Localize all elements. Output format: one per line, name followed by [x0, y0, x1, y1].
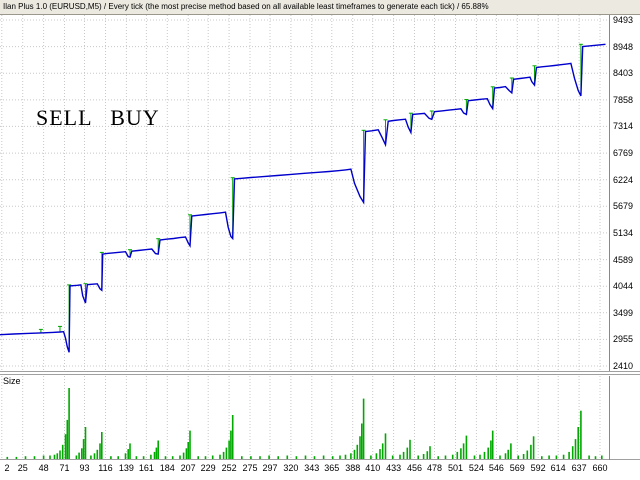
x-axis-label: 25 [17, 463, 28, 473]
x-axis-label: 275 [242, 463, 258, 473]
x-axis-label: 501 [447, 463, 463, 473]
x-axis-label: 161 [138, 463, 154, 473]
y-axis: 9493 8948 8403 7858 7314 6769 6224 5679 5134 4589… [613, 15, 640, 371]
x-axis-label: 48 [38, 463, 49, 473]
y-axis-label: 2955 [613, 334, 634, 345]
y-axis-label: 9493 [613, 15, 634, 25]
x-axis-label: 410 [365, 463, 381, 473]
x-axis-label: 433 [386, 463, 402, 473]
x-axis-label: 456 [407, 463, 423, 473]
x-axis-label: 116 [98, 463, 113, 473]
x-axis-label: 184 [159, 463, 175, 473]
size-histogram-canvas [1, 376, 610, 460]
size-bars [6, 388, 603, 459]
x-axis-label: 71 [59, 463, 70, 473]
x-axis-label: 207 [180, 463, 196, 473]
x-axis-label: 229 [200, 463, 216, 473]
y-axis-label: 8403 [613, 68, 634, 79]
balance-chart-canvas [0, 15, 610, 371]
y-axis-label: 3499 [613, 307, 634, 318]
y-axis-label: 5679 [613, 201, 634, 212]
sell-buy-watermark: SELL BUY [36, 105, 160, 130]
x-axis-label: 546 [488, 463, 504, 473]
y-axis-label: 7314 [613, 121, 634, 132]
y-axis-label: 5134 [613, 227, 634, 238]
y-axis-label: 6769 [613, 148, 634, 159]
x-axis-label: 320 [283, 463, 299, 473]
y-axis-label: 6224 [613, 174, 634, 185]
y-axis-label: 2410 [613, 361, 634, 371]
x-axis-label: 343 [304, 463, 320, 473]
size-panel[interactable]: Size [0, 374, 640, 460]
y-axis-label: 4044 [613, 281, 634, 292]
x-axis-label: 297 [262, 463, 278, 473]
x-axis-label: 614 [550, 463, 566, 473]
equity-line [38, 43, 583, 353]
grid-lines [0, 15, 609, 371]
y-axis-label: 7858 [613, 94, 634, 105]
grid-lines [1, 376, 601, 460]
x-axis: 2 25 48 71 93 116 139 161 184 207 229 252 275 297 320 3… [0, 462, 640, 476]
y-axis-label: 8948 [613, 41, 634, 52]
x-axis-label: 660 [592, 463, 608, 473]
tester-graph-title: Ilan Plus 1.0 (EURUSD,M5) / Every tick (… [0, 0, 640, 15]
x-axis-label: 93 [79, 463, 90, 473]
y-axis-label: 4589 [613, 254, 634, 265]
balance-chart[interactable]: SELL BUY 9493 8948 8403 7858 7314 6769 6224 567… [0, 15, 640, 372]
x-axis-label: 478 [427, 463, 443, 473]
size-panel-label: Size [3, 376, 21, 386]
x-axis-label: 388 [345, 463, 361, 473]
x-axis-label: 365 [324, 463, 340, 473]
x-axis-label: 2 [4, 463, 10, 473]
x-axis-label: 569 [509, 463, 525, 473]
x-axis-label: 252 [221, 463, 237, 473]
x-axis-label: 592 [530, 463, 546, 473]
x-axis-label: 139 [118, 463, 134, 473]
x-axis-label: 637 [571, 463, 587, 473]
balance-line [0, 43, 606, 353]
x-axis-label: 524 [468, 463, 484, 473]
